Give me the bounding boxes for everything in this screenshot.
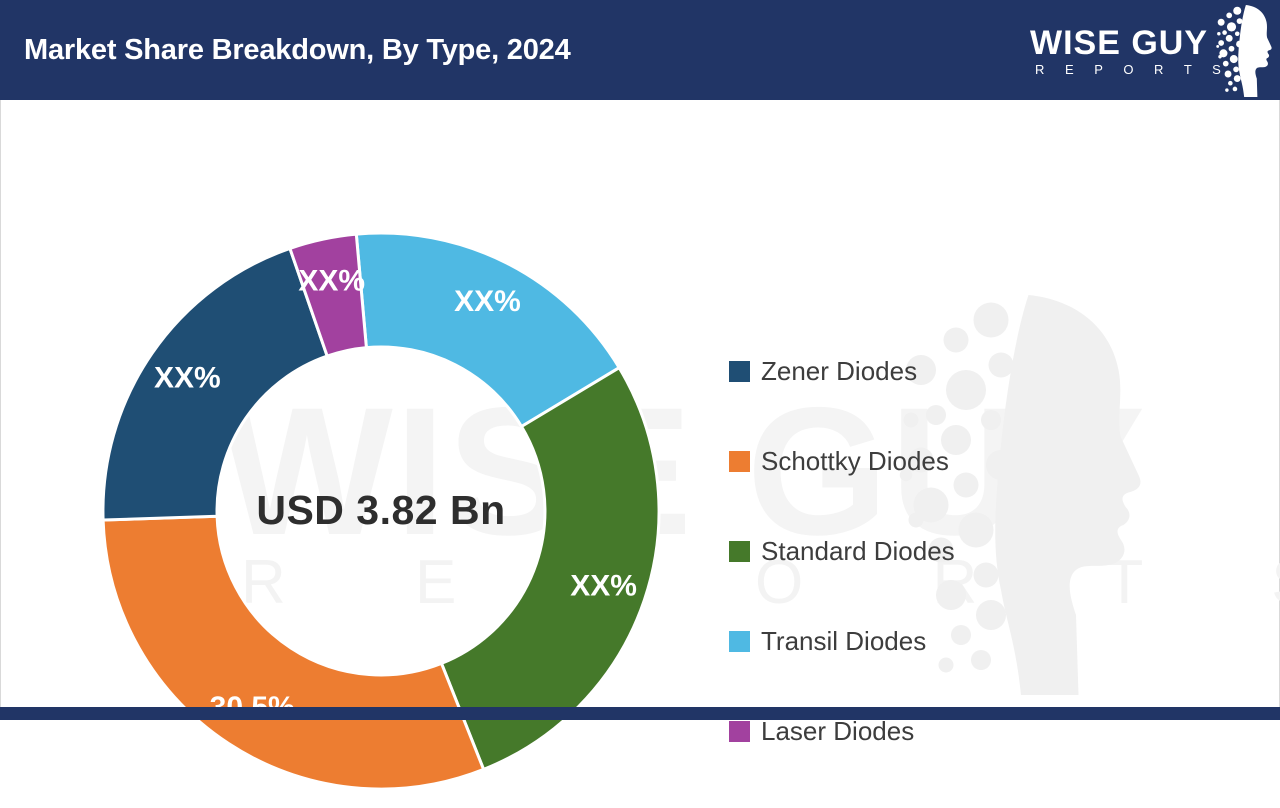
logo-subtitle: R E P O R T S (1035, 62, 1230, 77)
legend-item-zener-diodes: Zener Diodes (729, 356, 955, 386)
legend-swatch-laser-diodes (729, 721, 750, 742)
donut-slice-zener-diodes (101, 246, 329, 522)
legend-item-schottky-diodes: Schottky Diodes (729, 446, 955, 476)
legend-label-transil-diodes: Transil Diodes (761, 626, 927, 656)
header-bar: Market Share Breakdown, By Type, 2024 WI… (0, 0, 1280, 100)
chart-legend: Zener Diodes Schottky Diodes Standard Diod… (729, 356, 955, 808)
donut-slice-transil-diodes (354, 231, 621, 428)
watermark-face-icon (891, 295, 1141, 700)
legend-swatch-zener-diodes (729, 361, 750, 382)
legend-swatch-schottky-diodes (729, 451, 750, 472)
logo-wordmark: WISE GUY (1030, 24, 1209, 62)
page-title: Market Share Breakdown, By Type, 2024 (24, 33, 571, 66)
legend-item-transil-diodes: Transil Diodes (729, 626, 955, 656)
legend-label-schottky-diodes: Schottky Diodes (761, 446, 949, 476)
slice-value-label-zener-diodes: XX% (154, 361, 221, 394)
legend-item-standard-diodes: Standard Diodes (729, 536, 955, 566)
donut-slice-schottky-diodes (101, 514, 486, 791)
chart-canvas: WISE GUY R E P O R T S XX%XX%30.5%XX%XX%… (0, 100, 1280, 791)
logo-face-icon (1214, 5, 1272, 102)
brand-logo: WISE GUY R E P O R T S (1018, 0, 1272, 100)
legend-label-laser-diodes: Laser Diodes (761, 716, 915, 746)
legend-swatch-standard-diodes (729, 541, 750, 562)
legend-label-zener-diodes: Zener Diodes (761, 356, 918, 386)
slice-value-label-laser-diodes: XX% (298, 265, 365, 298)
slice-value-label-transil-diodes: XX% (454, 285, 521, 318)
slice-value-label-standard-diodes: XX% (570, 570, 637, 603)
legend-item-laser-diodes: Laser Diodes (729, 716, 955, 746)
donut-center-value: USD 3.82 Bn (256, 487, 506, 533)
legend-swatch-transil-diodes (729, 631, 750, 652)
donut-slice-laser-diodes (288, 232, 368, 358)
footer-bar (0, 707, 1280, 720)
legend-label-standard-diodes: Standard Diodes (761, 536, 955, 566)
